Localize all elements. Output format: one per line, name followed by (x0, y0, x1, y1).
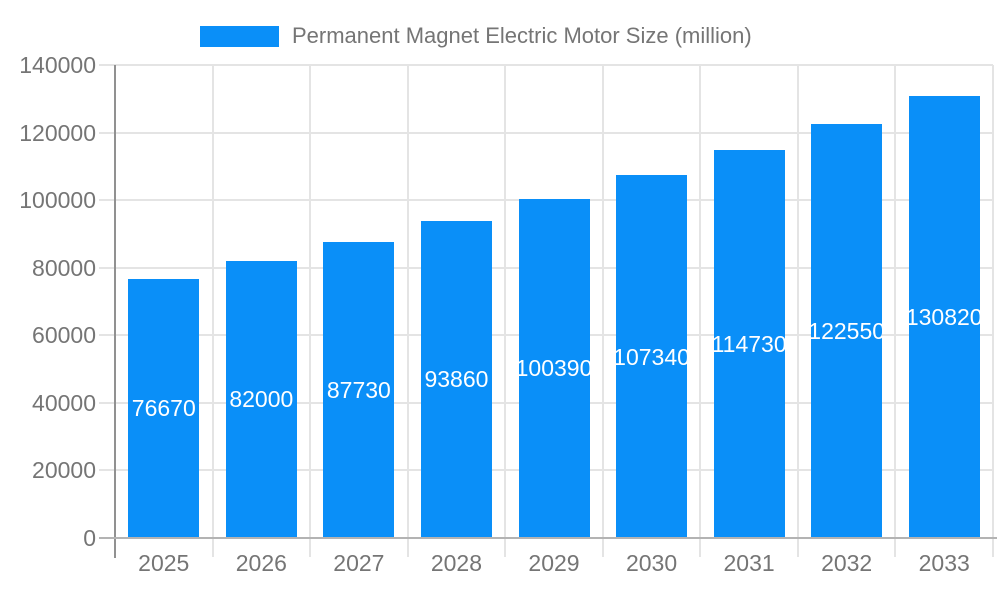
gridline-vertical (699, 65, 702, 538)
legend-swatch (200, 25, 279, 47)
y-axis-tick-label: 120000 (19, 119, 96, 146)
x-axis-tick (309, 538, 312, 557)
y-axis-tick-label: 0 (83, 525, 96, 551)
y-axis-tick (99, 199, 115, 202)
x-axis-tick-label: 2031 (723, 550, 775, 576)
bar-2033[interactable]: 130820 (908, 96, 980, 538)
y-axis-tick (99, 64, 115, 66)
bar-value-label: 122550 (811, 317, 883, 344)
x-axis-tick-label: 2032 (821, 550, 873, 576)
chart-title: Permanent Magnet Electric Motor Size (mi… (292, 23, 752, 48)
y-axis-tick (99, 131, 115, 134)
x-axis-tick (699, 538, 702, 557)
x-axis-tick-label: 2026 (235, 550, 287, 576)
bar-value-label: 100390 (518, 355, 590, 382)
x-axis-tick (406, 538, 409, 557)
gridline-vertical (894, 65, 897, 538)
gridline-vertical (211, 65, 214, 538)
y-axis-tick (99, 469, 115, 472)
y-axis-tick-label: 80000 (32, 254, 96, 281)
y-axis-tick-label: 100000 (19, 187, 96, 214)
bar-2029[interactable]: 100390 (518, 198, 590, 538)
bar-value-label: 87730 (326, 376, 391, 403)
gridline-vertical (992, 65, 994, 538)
gridline-horizontal (115, 64, 993, 66)
bar-2031[interactable]: 114730 (713, 150, 785, 538)
gridline-vertical (504, 65, 507, 538)
y-axis-tick-label: 40000 (32, 389, 96, 416)
gridline-horizontal (115, 131, 993, 134)
x-axis-tick (796, 538, 799, 557)
y-axis-tick (99, 334, 115, 337)
bar-2028[interactable]: 93860 (420, 220, 492, 538)
x-axis-tick (211, 538, 214, 557)
x-axis-tick-label: 2029 (528, 550, 580, 576)
legend[interactable]: Permanent Magnet Electric Motor Size (mi… (200, 23, 752, 49)
x-axis-tick-label: 2025 (138, 550, 190, 576)
bar-2026[interactable]: 82000 (225, 260, 297, 538)
x-axis-line (99, 537, 997, 539)
y-axis-tick-label: 140000 (19, 52, 96, 78)
x-axis-tick (992, 538, 994, 557)
x-axis-tick-label: 2028 (430, 550, 483, 576)
x-axis-tick-label: 2027 (333, 550, 385, 576)
x-axis-tick (504, 538, 507, 557)
gridline-vertical (406, 65, 409, 538)
x-axis-tick-label: 2033 (918, 550, 970, 576)
bar-2025[interactable]: 76670 (128, 278, 200, 538)
gridline-vertical (601, 65, 604, 538)
bar-value-label: 93860 (424, 366, 489, 393)
y-axis-tick (99, 401, 115, 404)
y-axis-tick (99, 266, 115, 269)
bar-value-label: 130820 (908, 303, 980, 330)
bar-2027[interactable]: 87730 (323, 241, 395, 538)
x-axis-tick (894, 538, 897, 557)
bar-value-label: 76670 (131, 395, 196, 422)
gridline-vertical (796, 65, 799, 538)
bar-2032[interactable]: 122550 (811, 123, 883, 538)
y-axis-line (114, 65, 116, 558)
bar-value-label: 82000 (229, 386, 294, 413)
bar-value-label: 114730 (713, 331, 785, 358)
y-axis-tick-label: 20000 (32, 457, 96, 484)
x-axis-tick-label: 2030 (625, 550, 678, 576)
gridline-vertical (309, 65, 312, 538)
bar-value-label: 107340 (616, 343, 688, 370)
y-axis-tick-label: 60000 (32, 322, 96, 349)
bar-2030[interactable]: 107340 (616, 175, 688, 538)
x-axis-tick (601, 538, 604, 557)
